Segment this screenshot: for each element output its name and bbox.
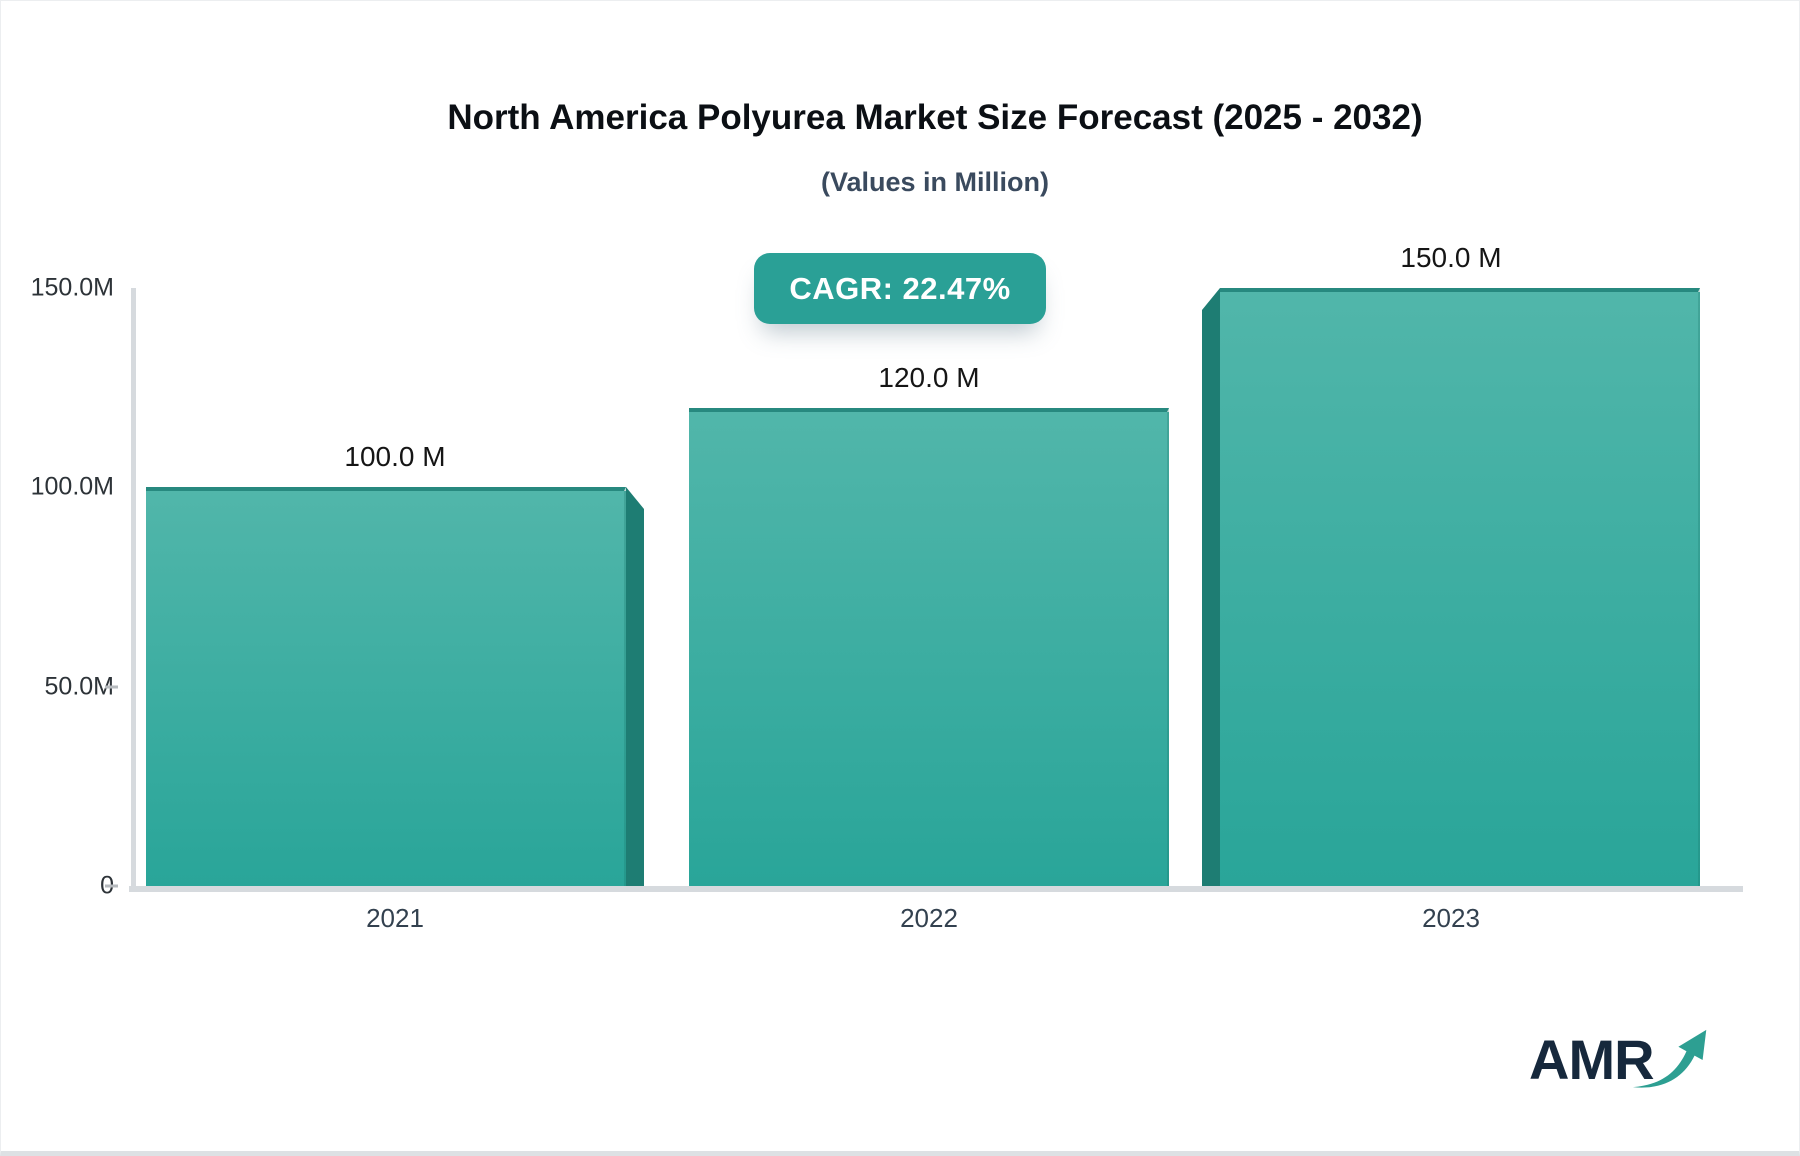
bar	[689, 408, 1169, 886]
y-axis-tick-mark	[105, 884, 118, 888]
chart-subtitle: (Values in Million)	[820, 167, 1050, 197]
chart-title: North America Polyurea Market Size Forec…	[447, 98, 1423, 137]
bar-side-shadow	[626, 487, 644, 886]
x-axis-label: 2023	[1422, 903, 1480, 933]
cagr-badge-label: CAGR: 22.47%	[789, 270, 1011, 306]
x-axis	[129, 886, 1743, 892]
bar-value-label: 150.0 M	[1400, 242, 1502, 273]
y-axis-tick-mark	[105, 685, 118, 689]
amr-logo-text: AMR	[1529, 1028, 1655, 1091]
bar-side-shadow	[1202, 288, 1220, 886]
trend-arrow-icon	[1632, 1029, 1706, 1088]
bar-value-label: 120.0 M	[878, 362, 980, 393]
y-axis-tick-label: 50.0M	[44, 672, 114, 701]
amr-logo: AMR	[1529, 1029, 1718, 1093]
bar-value-label: 100.0 M	[344, 441, 446, 472]
y-axis-tick-label: 0	[11, 872, 114, 901]
y-axis-tick-label: 150.0M	[30, 273, 114, 302]
y-axis	[131, 288, 136, 892]
x-axis-label: 2022	[900, 903, 958, 933]
bar	[146, 487, 626, 886]
cagr-badge: CAGR: 22.47%	[754, 253, 1046, 324]
x-axis-label: 2021	[366, 903, 424, 933]
y-axis-tick-label: 100.0M	[30, 472, 114, 501]
bar	[1220, 288, 1700, 886]
